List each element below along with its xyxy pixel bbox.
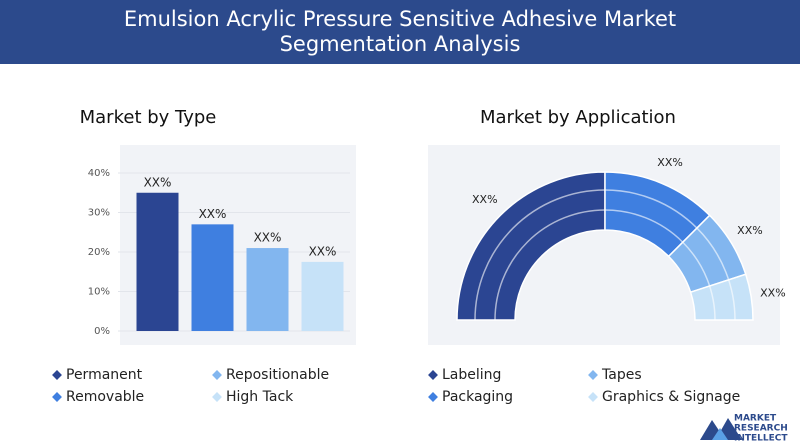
legend-swatch: [212, 370, 222, 380]
logo-icon: [712, 428, 728, 440]
bar: [301, 261, 344, 331]
value-label: XX%: [254, 231, 282, 245]
segment: [456, 171, 606, 321]
y-tick-label: 10%: [88, 287, 110, 298]
legend-label: Tapes: [601, 367, 642, 383]
logo-icon: [700, 418, 742, 440]
segment: [689, 273, 754, 321]
header: Emulsion Acrylic Pressure Sensitive Adhe…: [0, 0, 800, 64]
legend-swatch: [52, 370, 62, 380]
value-label: XX%: [737, 224, 763, 237]
bar: [246, 248, 289, 331]
y-tick-label: 30%: [88, 208, 110, 219]
legend-label: Removable: [66, 389, 144, 405]
page-title: Emulsion Acrylic Pressure Sensitive Adhe…: [123, 7, 677, 56]
legend-swatch: [588, 392, 598, 402]
value-label: XX%: [760, 286, 786, 299]
y-tick-label: 20%: [88, 247, 110, 258]
ring-divider: [474, 189, 736, 321]
legend-swatch: [428, 370, 438, 380]
logo-text: INTELLECT: [734, 434, 788, 444]
legend-label: Permanent: [66, 367, 143, 383]
bar: [136, 192, 179, 331]
value-label: XX%: [144, 175, 172, 189]
legend-swatch: [212, 392, 222, 402]
legend-label: Graphics & Signage: [602, 389, 740, 405]
logo-text: MARKET: [734, 414, 777, 424]
value-label: XX%: [657, 156, 683, 169]
chart-title: Market by Application: [480, 107, 676, 128]
legend-label: Repositionable: [226, 367, 329, 383]
legend-swatch: [428, 392, 438, 402]
legend-label: Packaging: [442, 389, 513, 405]
y-tick-label: 0%: [94, 326, 110, 337]
y-tick-label: 40%: [88, 168, 110, 179]
legend-label: High Tack: [226, 389, 294, 405]
legend-label: Labeling: [442, 367, 501, 383]
ring-divider: [494, 209, 716, 321]
value-label: XX%: [199, 207, 227, 221]
chart-title: Market by Type: [80, 107, 217, 128]
value-label: XX%: [309, 244, 337, 258]
legend-swatch: [588, 370, 598, 380]
bar: [191, 224, 234, 331]
value-label: XX%: [472, 193, 498, 206]
logo-text: RESEARCH: [734, 424, 788, 434]
legend-swatch: [52, 392, 62, 402]
